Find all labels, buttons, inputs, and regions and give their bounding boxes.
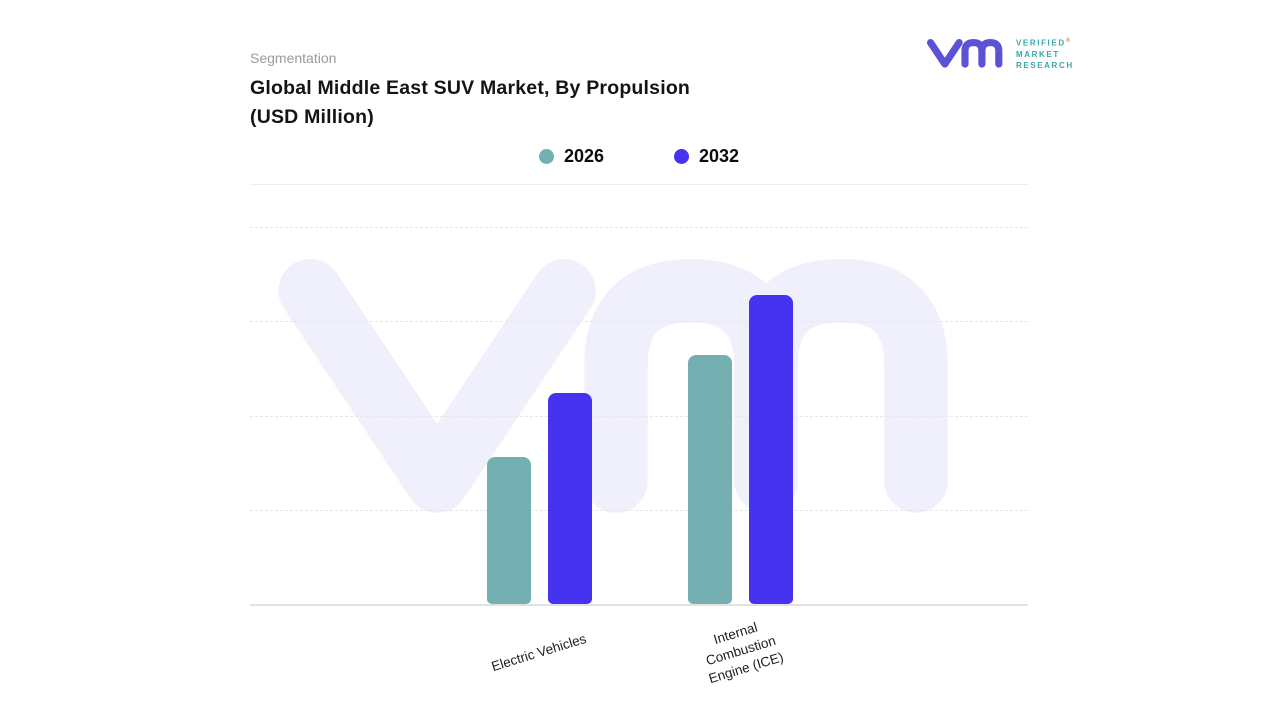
legend-item-2026: 2026 [538,146,604,167]
gridline [250,321,1028,323]
legend-label: 2026 [563,146,604,166]
vmr-watermark-icon [266,233,966,533]
chart-legend: 2026 2032 [250,146,1028,167]
vmr-logo-text: VERIFIED® MARKET RESEARCH [1016,36,1074,71]
header-divider [250,184,1028,185]
registered-mark: ® [1065,38,1071,44]
plot-area: Electric Vehicles Internal Combustion Eng… [250,227,1028,687]
vmr-logo-text-line1: VERIFIED® [1016,38,1071,48]
gridline [250,415,1028,417]
bar-2026-category1 [688,355,733,604]
gridline [250,227,1028,228]
legend-item-2032: 2032 [674,146,739,167]
page-title-line2: (USD Million) [250,106,374,128]
gridline [250,509,1028,511]
eyebrow-label: Segmentation [250,50,337,66]
page-title-line1: Global Middle East SUV Market, By Propul… [250,77,691,99]
page-title: Global Middle East SUV Market, By Propul… [250,74,690,132]
vmr-monogram-icon [926,36,1004,70]
bar-2026-category0 [486,456,531,604]
category-label: Internal Combustion Engine (ICE) [704,619,786,687]
bar-2032-category1 [749,294,794,604]
bar-2032-category0 [547,392,592,604]
category-label: Electric Vehicles [490,630,589,675]
legend-dot [538,149,554,164]
vmr-logo-text-line3: RESEARCH [1016,60,1074,70]
vmr-logo-text-line2: MARKET [1016,49,1060,59]
legend-dot [674,149,689,164]
vmr-logo: VERIFIED® MARKET RESEARCH [926,36,1074,71]
vmr-logo-mark [926,36,1004,70]
legend-label: 2032 [699,146,740,166]
